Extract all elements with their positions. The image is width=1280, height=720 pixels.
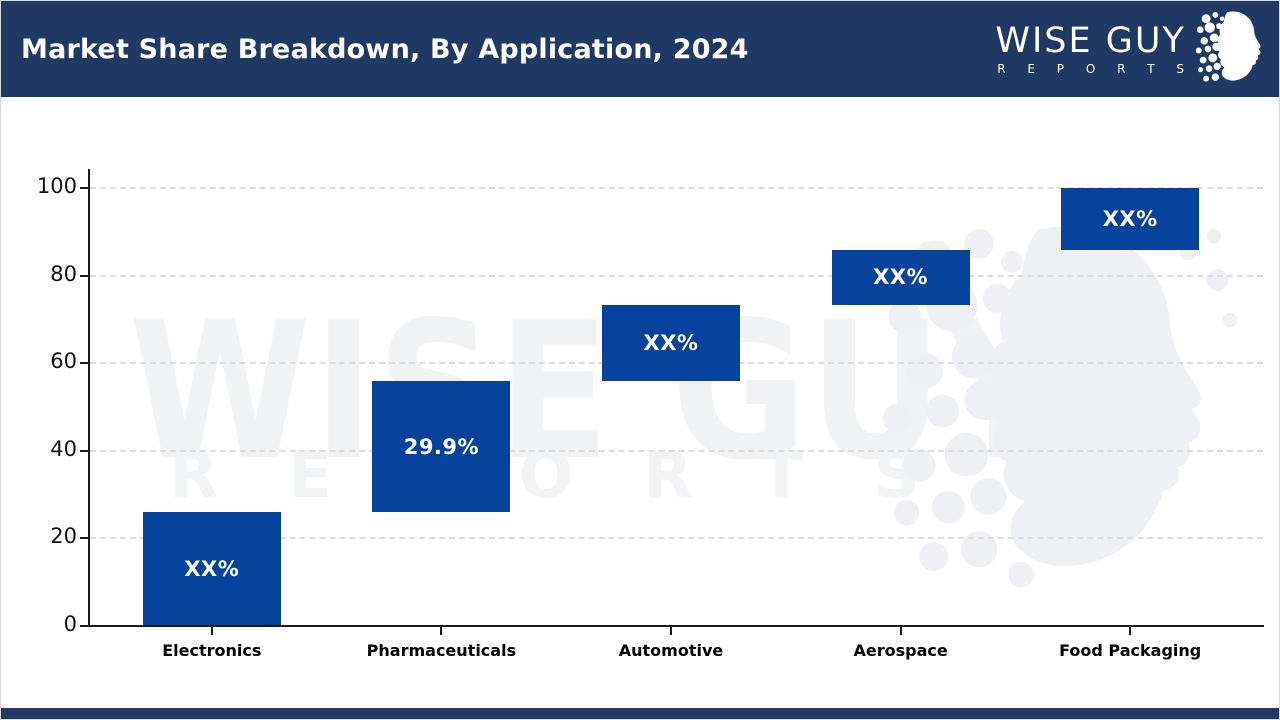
y-axis-tick-80 bbox=[80, 274, 88, 277]
bar-value-label: XX% bbox=[873, 265, 929, 290]
gridline-100 bbox=[90, 187, 1263, 190]
x-tick-label-0: Electronics bbox=[162, 641, 262, 660]
x-tick-label-1: Pharmaceuticals bbox=[366, 641, 517, 660]
bar-value-label: XX% bbox=[1102, 207, 1158, 232]
y-tick-label-100: 100 bbox=[36, 174, 77, 199]
gridline-40 bbox=[90, 449, 1263, 452]
x-axis-tick-2 bbox=[670, 627, 672, 635]
x-tick-label-3: Aerospace bbox=[853, 641, 948, 660]
x-axis-spine bbox=[88, 625, 1264, 627]
x-axis-tick-0 bbox=[210, 627, 213, 635]
x-axis-tick-4 bbox=[1129, 627, 1132, 635]
y-axis-tick-60 bbox=[80, 362, 88, 365]
y-axis-spine bbox=[88, 169, 90, 627]
y-axis-tick-100 bbox=[80, 187, 88, 190]
logo-wiseguy-label: WISE GUY bbox=[995, 20, 1186, 61]
watermark-reports-text: REPORTS bbox=[169, 439, 990, 513]
gridline-20 bbox=[90, 537, 1263, 540]
header-band: Market Share Breakdown, By Application, … bbox=[1, 1, 1279, 97]
footer-band bbox=[1, 708, 1279, 719]
y-tick-label-80: 80 bbox=[50, 261, 77, 286]
bar-food-packaging: XX% bbox=[1061, 188, 1200, 250]
y-axis-tick-40 bbox=[80, 449, 88, 452]
bar-automotive: XX% bbox=[602, 304, 740, 382]
y-axis-tick-20 bbox=[80, 537, 88, 540]
wise-guy-logo: WISE GUY R E P O R T S bbox=[988, 1, 1269, 97]
bar-value-label: XX% bbox=[184, 557, 240, 582]
y-tick-label-20: 20 bbox=[50, 524, 77, 549]
gridline-80 bbox=[90, 274, 1263, 277]
watermark-face-logo bbox=[882, 220, 1238, 588]
x-tick-label-2: Automotive bbox=[618, 641, 724, 660]
y-tick-label-0: 0 bbox=[63, 612, 77, 636]
y-tick-label-60: 60 bbox=[50, 349, 77, 374]
y-axis-tick-0 bbox=[80, 625, 88, 627]
watermark-face-silhouette bbox=[987, 226, 1201, 567]
bar-value-label: XX% bbox=[643, 331, 699, 356]
x-axis-tick-1 bbox=[440, 627, 443, 635]
chart-title: Market Share Breakdown, By Application, … bbox=[21, 33, 749, 65]
bar-value-label: 29.9% bbox=[403, 434, 480, 459]
bar-pharmaceuticals: 29.9% bbox=[372, 381, 511, 513]
logo-reports-label: R E P O R T S bbox=[997, 61, 1193, 76]
x-tick-label-4: Food Packaging bbox=[1059, 641, 1202, 660]
x-axis-tick-3 bbox=[899, 627, 902, 635]
logo-face-icon bbox=[1195, 11, 1261, 82]
bar-electronics: XX% bbox=[142, 512, 281, 626]
y-tick-label-40: 40 bbox=[50, 436, 77, 461]
bar-aerospace: XX% bbox=[831, 249, 970, 305]
logo-text: WISE GUY R E P O R T S bbox=[988, 20, 1193, 76]
